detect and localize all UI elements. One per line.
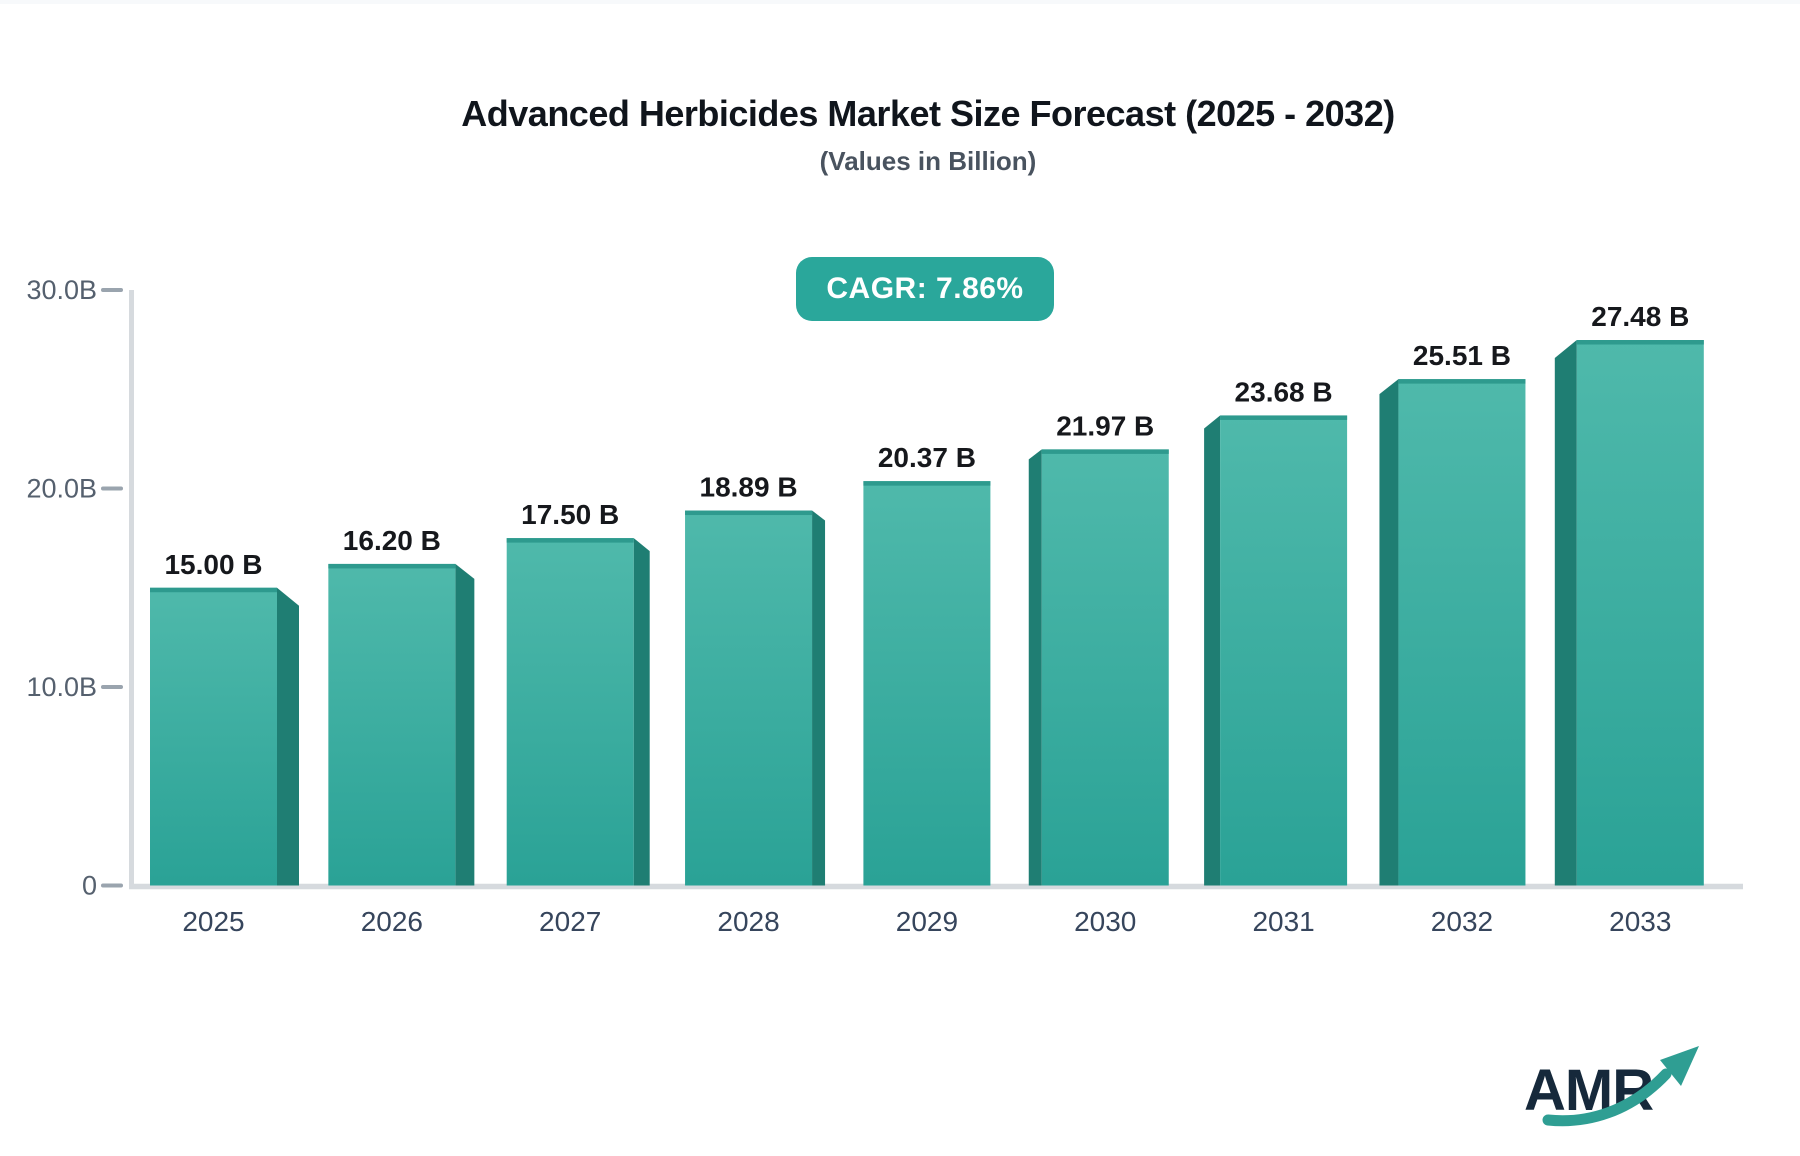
bar-front-face [1220, 415, 1348, 886]
chart-subtitle: (Values in Billion) [819, 146, 1037, 176]
bar-value-label: 23.68 B [1235, 376, 1333, 407]
bar-side-face [812, 510, 826, 886]
bar-value-label: 17.50 B [521, 499, 619, 530]
bar-side-face [633, 538, 650, 886]
bar-top-edge [1041, 449, 1169, 454]
bar-front-face [1576, 340, 1704, 886]
bar-side-face [1028, 449, 1042, 886]
chart-header: Advanced Herbicides Market Size Forecast… [0, 92, 1800, 177]
x-tick-label: 2026 [361, 906, 423, 937]
y-tick-label: 10.0B [26, 672, 97, 702]
bar-2033: 27.48 B 2033 [1554, 301, 1704, 937]
bar-value-label: 16.20 B [343, 525, 441, 556]
bar-2028: 18.89 B 2028 [685, 472, 826, 937]
bar-side-face [1204, 415, 1221, 886]
bar-2029: 20.37 B 2029 [863, 442, 991, 937]
x-tick-label: 2028 [717, 906, 779, 937]
bar-value-label: 20.37 B [878, 442, 976, 473]
top-border-strip [0, 0, 1800, 4]
bar-value-label: 25.51 B [1413, 340, 1511, 371]
cagr-badge-row: CAGR: 7.86% [0, 257, 1800, 321]
bar-2026: 16.20 B 2026 [328, 525, 475, 937]
amr-logo: AMR [1524, 1046, 1744, 1152]
bar-top-edge [506, 538, 634, 543]
bar-front-face [1398, 379, 1526, 886]
bar-top-edge [685, 510, 813, 516]
cagr-badge: CAGR: 7.86% [796, 257, 1054, 321]
x-tick-label: 2033 [1609, 906, 1671, 937]
amr-logo-text: AMR [1524, 1058, 1654, 1123]
bar-top-edge [863, 481, 991, 486]
bar-front-face [1041, 449, 1169, 886]
bar-front-face [328, 563, 456, 886]
bar-side-face [455, 563, 475, 886]
bar-2032: 25.51 B 2032 [1379, 340, 1526, 937]
x-tick-label: 2025 [182, 906, 244, 937]
bar-2030: 21.97 B 2030 [1028, 410, 1169, 937]
bar-top-edge [150, 587, 277, 593]
bar-value-label: 27.48 B [1591, 301, 1689, 332]
bar-value-label: 18.89 B [700, 472, 798, 503]
bar-side-face [277, 587, 299, 886]
y-tick-label: 0 [82, 871, 97, 901]
bar-value-label: 15.00 B [164, 549, 262, 580]
bar-2025: 15.00 B 2025 [150, 549, 299, 937]
x-tick-label: 2031 [1252, 906, 1314, 937]
x-tick-label: 2027 [539, 906, 601, 937]
bar-front-face [506, 538, 634, 886]
bar-front-face [863, 481, 991, 886]
x-tick-label: 2030 [1074, 906, 1136, 937]
chart-title: Advanced Herbicides Market Size Forecast… [461, 93, 1395, 134]
bar-side-face [1554, 340, 1577, 886]
x-tick-label: 2029 [896, 906, 958, 937]
y-tick-label: 30.0B [26, 275, 97, 305]
bar-front-face [150, 587, 277, 886]
bar-top-edge [328, 563, 456, 569]
bar-2027: 17.50 B 2027 [506, 499, 650, 937]
amr-logo-arrow-icon [1542, 1046, 1699, 1127]
bar-value-label: 21.97 B [1056, 410, 1154, 441]
bar-side-face [1379, 379, 1399, 886]
bar-top-edge [1220, 415, 1348, 420]
bar-top-edge [1576, 340, 1704, 345]
bar-front-face [685, 510, 813, 886]
x-tick-label: 2032 [1431, 906, 1493, 937]
bar-2031: 23.68 B 2031 [1204, 376, 1348, 937]
y-tick-label: 20.0B [26, 474, 97, 504]
bar-top-edge [1398, 379, 1526, 384]
